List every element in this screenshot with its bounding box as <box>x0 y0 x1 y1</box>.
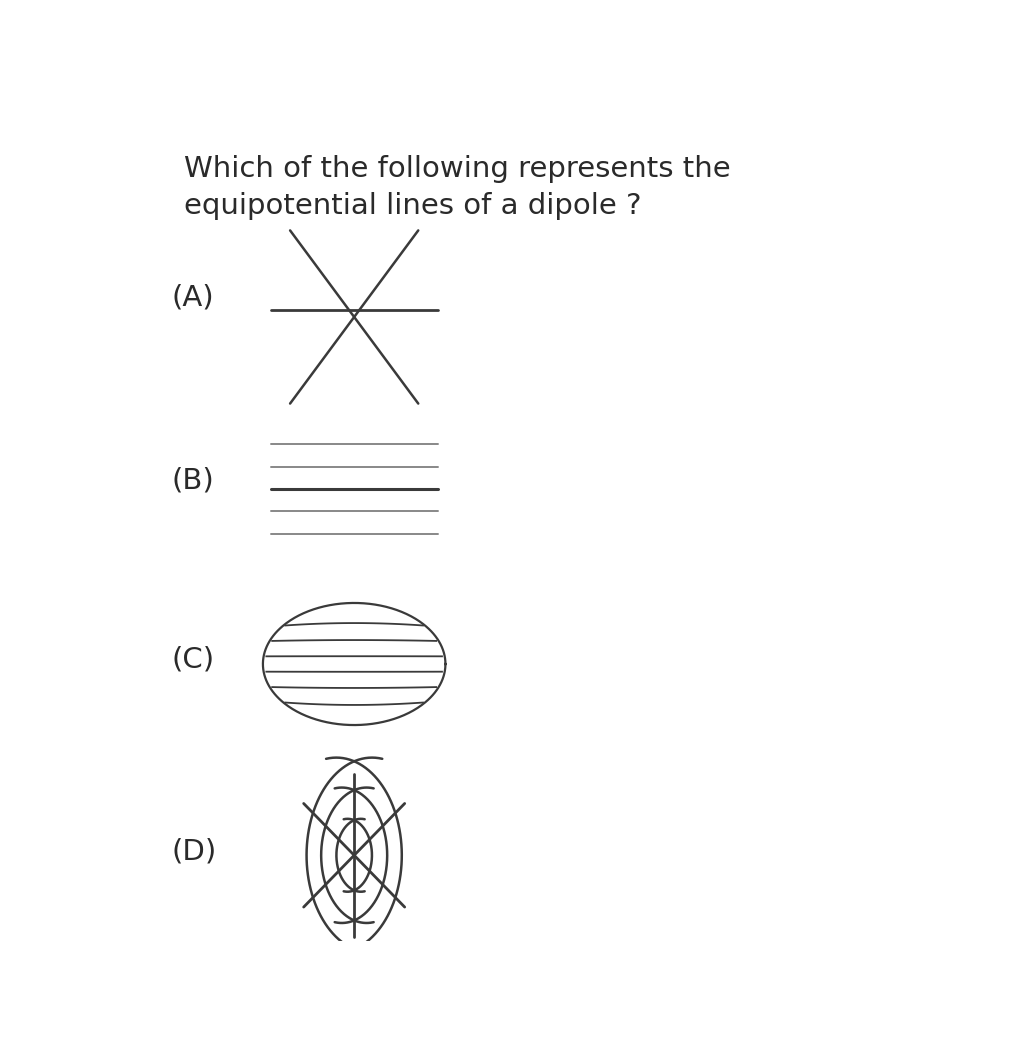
Text: (C): (C) <box>172 646 215 674</box>
Text: (D): (D) <box>172 837 217 866</box>
Text: (B): (B) <box>172 467 214 495</box>
Text: Which of the following represents the
equipotential lines of a dipole ?: Which of the following represents the eq… <box>183 155 730 220</box>
Text: (A): (A) <box>172 283 214 312</box>
